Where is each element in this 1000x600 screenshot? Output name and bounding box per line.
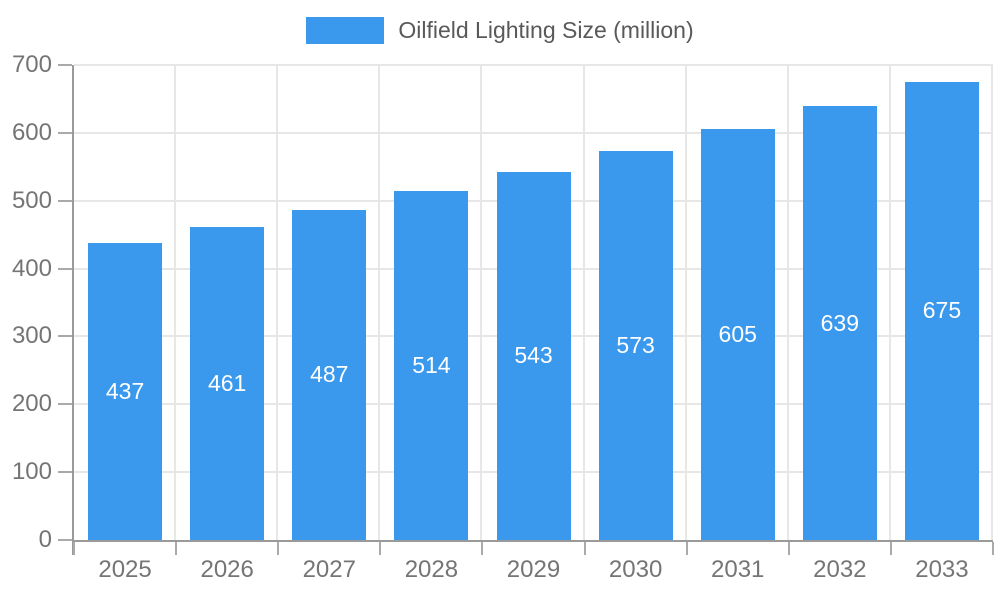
bar[interactable]: 487 [292, 209, 367, 540]
x-tick-label: 2032 [813, 556, 867, 583]
gridline-vertical [888, 65, 891, 540]
y-tick-label: 100 [11, 458, 52, 486]
bar[interactable]: 543 [496, 171, 571, 540]
x-tick-label: 2030 [608, 556, 663, 583]
bar-value-label: 639 [820, 309, 860, 336]
legend-label: Oilfield Lighting Size (million) [398, 16, 694, 43]
x-axis-tick [73, 542, 75, 555]
y-tick-label: 300 [11, 322, 52, 350]
plot-area: 437 461 487 514 543 573 605 639 675 [58, 64, 994, 555]
y-tick-label: 700 [11, 51, 52, 78]
bar-value-label: 487 [310, 361, 349, 388]
bar-value-label: 573 [616, 332, 655, 359]
y-tick-label: 0 [38, 526, 52, 553]
bar[interactable]: 461 [190, 227, 265, 540]
bar[interactable]: 639 [802, 106, 877, 540]
bar-value-label: 605 [718, 321, 757, 348]
x-tick-label: 2025 [98, 556, 152, 583]
y-tick-label: 500 [11, 186, 52, 214]
legend-swatch [306, 16, 385, 44]
x-axis-tick [787, 542, 790, 555]
y-tick-label: 400 [11, 254, 52, 282]
x-tick-label: 2028 [404, 556, 459, 583]
y-axis-tick [58, 131, 72, 134]
gridline-vertical [684, 65, 687, 540]
bar[interactable]: 437 [88, 243, 163, 540]
bar[interactable]: 675 [904, 81, 979, 540]
y-axis-tick [58, 199, 72, 202]
y-axis-tick [58, 335, 72, 338]
y-axis-tick [58, 403, 72, 406]
bar[interactable]: 514 [394, 191, 469, 540]
y-axis-line [72, 65, 74, 555]
x-axis-tick [992, 542, 994, 555]
x-axis-tick [175, 542, 178, 555]
x-tick-label: 2033 [915, 556, 969, 583]
x-tick-label: 2029 [506, 556, 561, 583]
gridline-vertical [582, 65, 585, 540]
x-axis-tick [481, 542, 484, 555]
bar-value-label: 514 [412, 352, 451, 379]
x-axis-tick [277, 542, 280, 555]
gridline-vertical [276, 65, 279, 540]
x-tick-label: 2027 [302, 556, 356, 583]
x-axis-line [72, 540, 993, 542]
gridline-vertical [786, 65, 789, 540]
bar-value-label: 461 [207, 370, 247, 397]
bar[interactable]: 573 [598, 151, 673, 540]
x-axis-tick [889, 542, 892, 555]
bar[interactable]: 605 [700, 129, 775, 540]
x-tick-label: 2031 [711, 556, 765, 583]
bar-value-label: 437 [105, 378, 145, 405]
bar-value-label: 543 [514, 342, 553, 369]
gridline-horizontal [74, 64, 993, 66]
y-axis-tick [58, 267, 72, 270]
y-axis-tick [58, 539, 72, 541]
gridline-vertical [991, 65, 993, 540]
gridline-vertical [378, 65, 381, 540]
x-tick-label: 2026 [200, 556, 254, 583]
gridline-horizontal [74, 131, 993, 134]
gridline-vertical [174, 65, 177, 540]
legend-item[interactable]: Oilfield Lighting Size (million) [0, 14, 1000, 46]
gridline-vertical [480, 65, 483, 540]
y-axis-tick [58, 64, 72, 66]
x-axis-tick [685, 542, 688, 555]
x-axis-tick [379, 542, 382, 555]
x-axis-tick [583, 542, 586, 555]
y-axis-tick [58, 471, 72, 474]
y-tick-label: 200 [11, 390, 52, 418]
y-tick-label: 600 [11, 118, 52, 146]
bar-value-label: 675 [922, 297, 962, 324]
